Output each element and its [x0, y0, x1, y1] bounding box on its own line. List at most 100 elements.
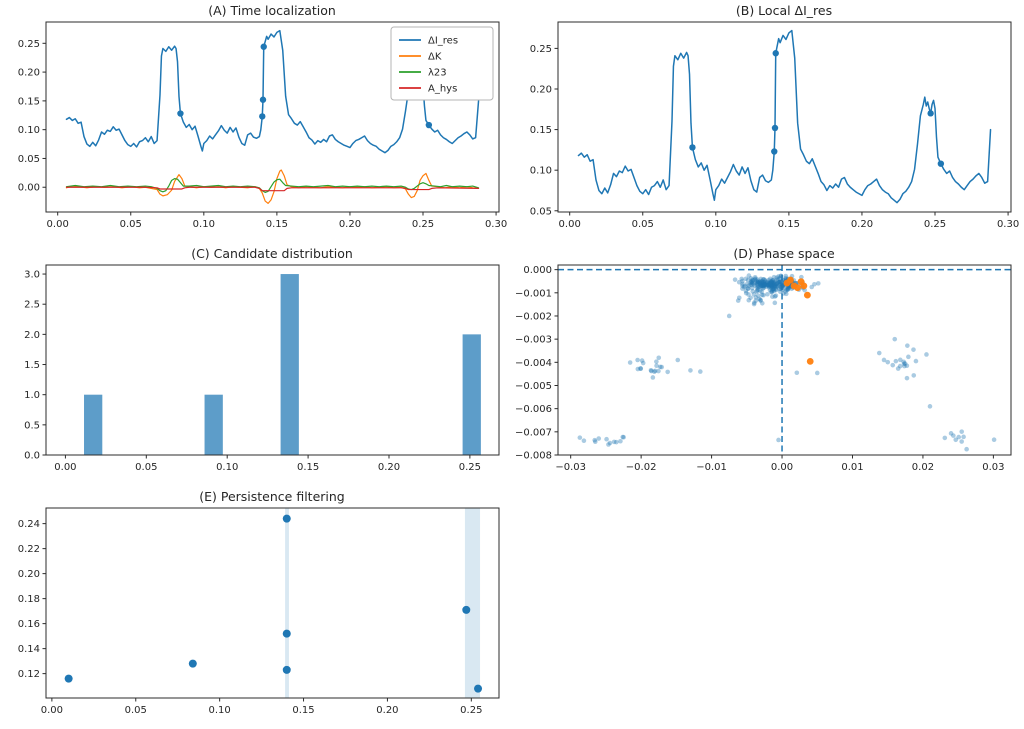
scatter-point [766, 282, 772, 287]
scatter-point [906, 354, 911, 360]
candidate-point [282, 629, 291, 638]
x-tick-label: 0.10 [209, 705, 231, 716]
scatter-point [777, 280, 782, 285]
scatter-point [638, 366, 644, 371]
scatter-point [592, 437, 598, 443]
scatter-point [766, 285, 772, 290]
scatter-point [648, 368, 654, 374]
axes-frame [557, 21, 1012, 213]
y-tick-label: 0.000 [523, 265, 552, 276]
scatter-point [776, 437, 781, 443]
scatter-point [779, 284, 785, 290]
scatter-point [762, 282, 767, 288]
scatter-point [755, 280, 760, 286]
scatter-point [769, 289, 774, 295]
scatter-point [751, 301, 757, 307]
scatter-point [759, 282, 764, 288]
scatter-point [638, 366, 643, 371]
scatter-point [767, 281, 772, 286]
scatter-point [621, 434, 626, 440]
scatter-point [766, 282, 771, 288]
scatter-point [765, 283, 770, 288]
x-tick-label: 0.10 [705, 219, 727, 230]
panel-a-title: (A) Time localization [208, 3, 336, 18]
scatter-point [749, 282, 754, 288]
scatter-point [783, 289, 788, 294]
scatter-point [754, 288, 760, 293]
scatter-point [911, 373, 917, 378]
scatter-point [740, 281, 745, 287]
x-tick-label: 0.15 [778, 219, 800, 230]
selected-scatter-point [787, 276, 794, 284]
x-tick-label: 0.25 [459, 462, 481, 473]
scatter-point [652, 368, 658, 374]
scatter-point [611, 439, 617, 445]
scatter-point [771, 274, 777, 280]
scatter-point [698, 369, 703, 374]
scatter-point [755, 293, 761, 298]
scatter-point [755, 279, 761, 285]
scatter-point [769, 280, 774, 286]
y-tick-label: −0.002 [515, 311, 552, 322]
x-tick-label: 0.05 [135, 462, 157, 473]
scatter-point [762, 281, 768, 287]
scatter-point [596, 436, 602, 441]
scatter-point [762, 282, 767, 288]
scatter-point [751, 281, 756, 287]
scatter-point [809, 284, 815, 290]
scatter-point [780, 286, 785, 291]
legend-label: λ23 [428, 68, 447, 79]
scatter-point [592, 439, 598, 445]
scatter-point [755, 277, 760, 282]
scatter-point [777, 282, 783, 287]
scatter-point [760, 280, 765, 286]
scatter-point [769, 284, 775, 290]
candidate-marker [689, 144, 696, 151]
scatter-point [777, 286, 782, 292]
scatter-point [769, 288, 775, 294]
scatter-point [761, 285, 767, 291]
scatter-point [606, 442, 611, 447]
scatter-point [769, 283, 775, 288]
scatter-point [814, 370, 820, 376]
scatter-point [746, 297, 752, 303]
scatter-point [781, 291, 786, 296]
scatter-point [758, 297, 763, 303]
selected-scatter-point [794, 284, 801, 292]
scatter-point [764, 281, 769, 286]
scatter-point [776, 279, 782, 285]
scatter-point [778, 286, 783, 292]
x-tick-label: 0.00 [771, 462, 793, 473]
scatter-point [739, 276, 744, 282]
y-tick-label: 0.14 [18, 644, 40, 655]
x-tick-label: 0.05 [632, 219, 654, 230]
scatter-point [961, 434, 966, 440]
scatter-point [760, 281, 765, 286]
scatter-point [762, 282, 768, 287]
candidate-marker [771, 124, 779, 132]
selected-scatter-point [800, 282, 808, 290]
series-line-A_hys [65, 186, 480, 192]
scatter-point [769, 278, 774, 283]
x-tick-label: 0.15 [297, 462, 319, 473]
y-tick-label: 0.05 [530, 206, 552, 217]
scatter-point [964, 446, 969, 452]
x-tick-label: 0.20 [378, 462, 400, 473]
scatter-point [749, 280, 755, 286]
x-tick-label: 0.02 [912, 462, 934, 473]
scatter-point [768, 282, 774, 288]
scatter-point [752, 274, 758, 280]
scatter-point [753, 298, 759, 303]
scatter-point [607, 440, 613, 446]
y-tick-label: −0.004 [515, 358, 552, 369]
scatter-point [675, 357, 681, 363]
scatter-point [767, 281, 772, 286]
scatter-point [754, 289, 759, 294]
candidate-marker [425, 121, 433, 129]
scatter-point [767, 283, 772, 289]
candidate-point [474, 684, 483, 693]
candidate-point [64, 674, 73, 683]
scatter-point [959, 439, 964, 444]
scatter-point [760, 286, 766, 291]
empty-cell [512, 486, 1024, 729]
